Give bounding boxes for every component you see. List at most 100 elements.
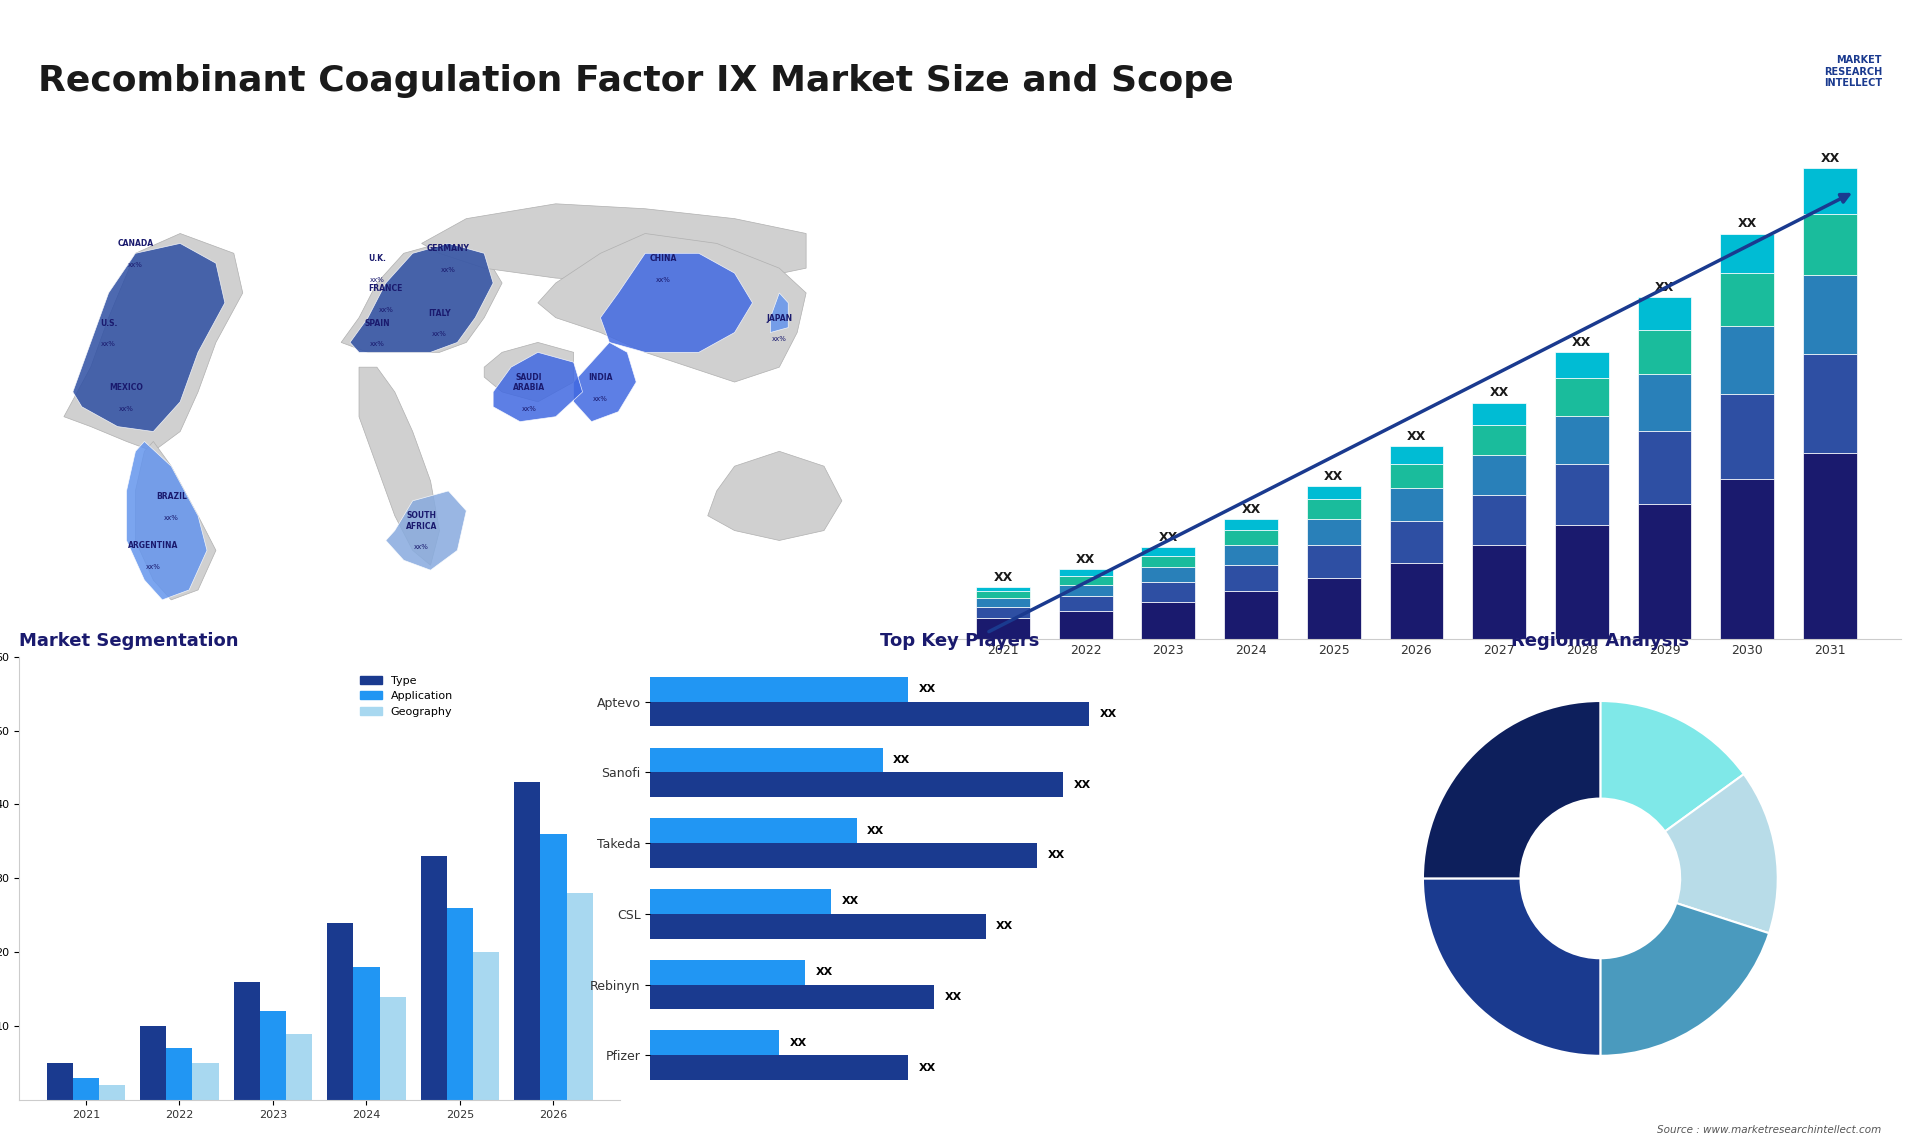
Bar: [1803, 275, 1857, 354]
Bar: [540, 834, 566, 1100]
Bar: [1225, 529, 1279, 545]
Bar: [1308, 486, 1361, 500]
Bar: [1142, 548, 1196, 556]
Title: Top Key Players: Top Key Players: [879, 631, 1041, 650]
Polygon shape: [422, 204, 806, 283]
Bar: [1638, 297, 1692, 330]
Text: CHINA: CHINA: [649, 254, 676, 264]
Polygon shape: [127, 441, 207, 599]
Bar: [1555, 352, 1609, 378]
Bar: [1225, 545, 1279, 565]
Bar: [1225, 565, 1279, 591]
Bar: [286, 1034, 313, 1100]
Bar: [46, 1063, 73, 1100]
Legend: Type, Application, Geography: Type, Application, Geography: [355, 672, 457, 721]
Bar: [975, 606, 1029, 618]
Polygon shape: [538, 234, 806, 382]
Text: XX: XX: [841, 896, 858, 906]
Bar: [1473, 424, 1526, 455]
Polygon shape: [708, 452, 841, 541]
Bar: [1473, 545, 1526, 639]
Bar: [1225, 591, 1279, 639]
Bar: [1058, 584, 1112, 596]
Text: xx%: xx%: [432, 331, 447, 337]
Bar: [1473, 455, 1526, 495]
Text: XX: XX: [920, 684, 935, 694]
Bar: [1803, 453, 1857, 639]
Polygon shape: [63, 234, 242, 452]
Bar: [1225, 519, 1279, 529]
Text: XX: XX: [1160, 531, 1179, 544]
Text: xx%: xx%: [442, 267, 455, 273]
Bar: [651, 1030, 780, 1055]
Text: XX: XX: [1490, 386, 1509, 399]
Bar: [1308, 500, 1361, 519]
Bar: [1142, 556, 1196, 567]
Bar: [1390, 563, 1444, 639]
Bar: [515, 783, 540, 1100]
Bar: [353, 967, 380, 1100]
Text: INDIA: INDIA: [588, 374, 612, 382]
Text: xx%: xx%: [146, 564, 161, 571]
Polygon shape: [386, 490, 467, 571]
Bar: [1058, 596, 1112, 611]
Bar: [1638, 374, 1692, 431]
Bar: [1473, 402, 1526, 424]
Bar: [326, 923, 353, 1100]
Text: xx%: xx%: [163, 515, 179, 520]
Text: xx%: xx%: [415, 544, 428, 550]
Bar: [1720, 273, 1774, 325]
Bar: [651, 959, 804, 984]
Text: xx%: xx%: [129, 262, 142, 268]
Bar: [1555, 464, 1609, 525]
Text: xx%: xx%: [369, 277, 384, 283]
Polygon shape: [342, 243, 503, 352]
Text: ARGENTINA: ARGENTINA: [129, 541, 179, 550]
Polygon shape: [601, 253, 753, 352]
Text: xx%: xx%: [522, 406, 536, 411]
Bar: [651, 984, 935, 1010]
Text: XX: XX: [1738, 218, 1757, 230]
Bar: [651, 1055, 908, 1080]
Bar: [651, 913, 985, 939]
Polygon shape: [136, 441, 215, 599]
Text: JAPAN: JAPAN: [766, 314, 793, 323]
Text: XX: XX: [1100, 709, 1117, 719]
Wedge shape: [1601, 701, 1743, 832]
Bar: [1308, 578, 1361, 639]
Text: xx%: xx%: [378, 307, 394, 313]
Wedge shape: [1423, 701, 1601, 878]
Bar: [1720, 479, 1774, 639]
Text: xx%: xx%: [369, 342, 384, 347]
Bar: [472, 952, 499, 1100]
Text: ITALY: ITALY: [428, 308, 451, 317]
Bar: [192, 1063, 219, 1100]
Bar: [1390, 447, 1444, 464]
Polygon shape: [73, 243, 225, 432]
Bar: [1803, 214, 1857, 275]
Bar: [1390, 521, 1444, 563]
Bar: [1803, 354, 1857, 453]
Text: SPAIN: SPAIN: [365, 319, 390, 328]
Wedge shape: [1665, 775, 1778, 933]
Bar: [1555, 378, 1609, 416]
Text: XX: XX: [1820, 151, 1839, 165]
Bar: [1638, 330, 1692, 374]
Text: BRAZIL: BRAZIL: [156, 492, 186, 501]
Bar: [651, 677, 908, 701]
Text: FRANCE: FRANCE: [369, 284, 403, 293]
Bar: [566, 893, 593, 1100]
Polygon shape: [493, 352, 582, 422]
Text: XX: XX: [893, 755, 910, 764]
Text: xx%: xx%: [655, 277, 670, 283]
Polygon shape: [359, 367, 440, 565]
Bar: [1720, 394, 1774, 479]
Bar: [651, 747, 883, 772]
Bar: [420, 856, 447, 1100]
Bar: [1308, 545, 1361, 578]
Text: XX: XX: [993, 571, 1012, 583]
Polygon shape: [574, 343, 636, 422]
Text: XX: XX: [816, 967, 833, 978]
Bar: [73, 1078, 100, 1100]
Text: xx%: xx%: [119, 406, 134, 411]
